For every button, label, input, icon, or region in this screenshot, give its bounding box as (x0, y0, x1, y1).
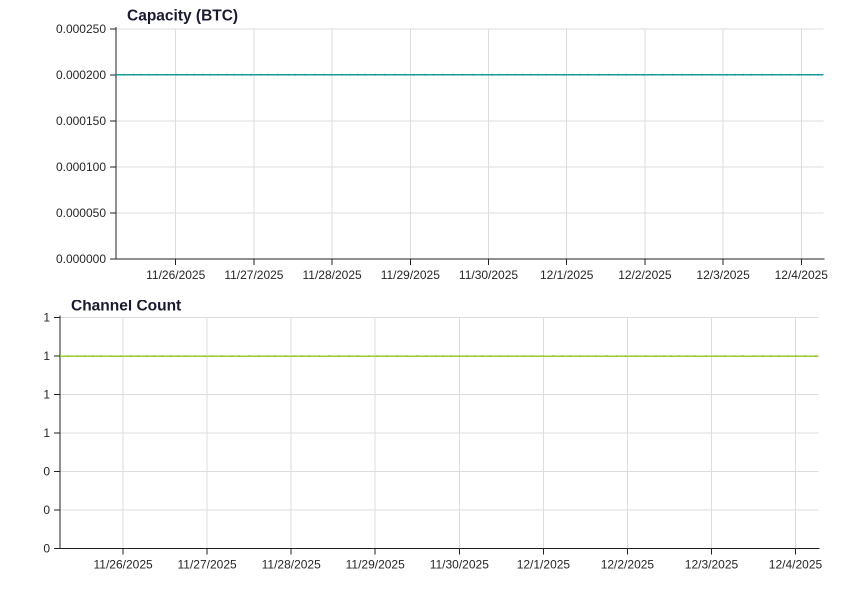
svg-text:0: 0 (43, 542, 50, 556)
svg-text:12/2/2025: 12/2/2025 (601, 558, 655, 572)
svg-text:0: 0 (43, 503, 50, 517)
svg-text:11/26/2025: 11/26/2025 (94, 558, 153, 572)
svg-text:11/30/2025: 11/30/2025 (430, 558, 489, 572)
svg-text:1: 1 (43, 349, 50, 363)
svg-text:0.000100: 0.000100 (56, 160, 106, 174)
svg-text:0.000250: 0.000250 (56, 22, 106, 36)
svg-text:11/30/2025: 11/30/2025 (459, 268, 518, 282)
svg-text:1: 1 (43, 311, 50, 325)
svg-text:1: 1 (43, 388, 50, 402)
svg-text:11/29/2025: 11/29/2025 (346, 558, 405, 572)
svg-text:12/1/2025: 12/1/2025 (540, 268, 594, 282)
svg-text:1: 1 (43, 426, 50, 440)
svg-text:11/29/2025: 11/29/2025 (381, 268, 440, 282)
svg-text:0: 0 (43, 465, 50, 479)
svg-text:11/26/2025: 11/26/2025 (146, 268, 205, 282)
svg-text:12/3/2025: 12/3/2025 (685, 558, 739, 572)
svg-text:12/4/2025: 12/4/2025 (775, 268, 829, 282)
svg-text:11/28/2025: 11/28/2025 (303, 268, 362, 282)
svg-text:0.000050: 0.000050 (56, 206, 106, 220)
svg-text:11/28/2025: 11/28/2025 (262, 558, 321, 572)
svg-text:0.000200: 0.000200 (56, 68, 106, 82)
svg-text:12/2/2025: 12/2/2025 (618, 268, 672, 282)
svg-text:12/3/2025: 12/3/2025 (696, 268, 750, 282)
svg-text:0.000150: 0.000150 (56, 114, 106, 128)
svg-text:12/4/2025: 12/4/2025 (769, 558, 823, 572)
svg-text:11/27/2025: 11/27/2025 (224, 268, 283, 282)
svg-text:Capacity (BTC): Capacity (BTC) (127, 8, 238, 25)
svg-text:0.000000: 0.000000 (56, 252, 106, 266)
svg-text:12/1/2025: 12/1/2025 (517, 558, 571, 572)
svg-text:11/27/2025: 11/27/2025 (178, 558, 237, 572)
svg-text:Channel Count: Channel Count (71, 300, 181, 315)
